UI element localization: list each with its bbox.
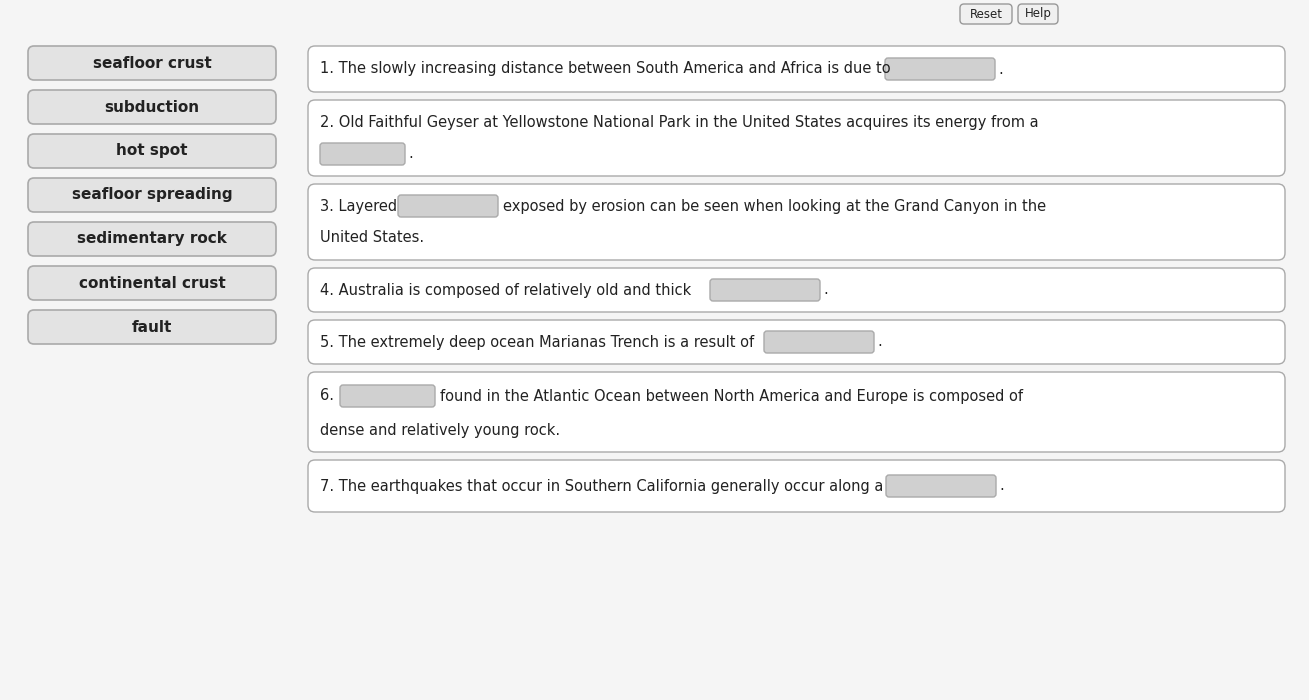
Text: 1. The slowly increasing distance between South America and Africa is due to: 1. The slowly increasing distance betwee… <box>319 62 890 76</box>
Text: exposed by erosion can be seen when looking at the Grand Canyon in the: exposed by erosion can be seen when look… <box>503 199 1046 214</box>
Text: .: . <box>999 479 1004 493</box>
FancyBboxPatch shape <box>27 222 276 256</box>
Text: Help: Help <box>1025 8 1051 20</box>
Text: subduction: subduction <box>105 99 199 115</box>
FancyBboxPatch shape <box>27 178 276 212</box>
FancyBboxPatch shape <box>764 331 874 353</box>
Text: seafloor spreading: seafloor spreading <box>72 188 232 202</box>
Text: sedimentary rock: sedimentary rock <box>77 232 226 246</box>
Text: 3. Layered: 3. Layered <box>319 199 397 214</box>
FancyBboxPatch shape <box>27 266 276 300</box>
Text: 6.: 6. <box>319 389 334 403</box>
Text: found in the Atlantic Ocean between North America and Europe is composed of: found in the Atlantic Ocean between Nort… <box>440 389 1024 403</box>
Text: hot spot: hot spot <box>117 144 187 158</box>
Text: United States.: United States. <box>319 230 424 246</box>
FancyBboxPatch shape <box>319 143 404 165</box>
FancyBboxPatch shape <box>959 4 1012 24</box>
FancyBboxPatch shape <box>27 134 276 168</box>
Text: .: . <box>997 62 1003 76</box>
Text: fault: fault <box>132 319 173 335</box>
Text: continental crust: continental crust <box>79 276 225 290</box>
FancyBboxPatch shape <box>886 475 996 497</box>
Text: 7. The earthquakes that occur in Southern California generally occur along a: 7. The earthquakes that occur in Souther… <box>319 479 884 493</box>
Text: 5. The extremely deep ocean Marianas Trench is a result of: 5. The extremely deep ocean Marianas Tre… <box>319 335 754 349</box>
FancyBboxPatch shape <box>308 460 1285 512</box>
FancyBboxPatch shape <box>27 46 276 80</box>
FancyBboxPatch shape <box>308 320 1285 364</box>
FancyBboxPatch shape <box>340 385 435 407</box>
FancyBboxPatch shape <box>27 310 276 344</box>
Text: dense and relatively young rock.: dense and relatively young rock. <box>319 423 560 438</box>
FancyBboxPatch shape <box>308 372 1285 452</box>
Text: Reset: Reset <box>970 8 1003 20</box>
FancyBboxPatch shape <box>398 195 497 217</box>
Text: 2. Old Faithful Geyser at Yellowstone National Park in the United States acquire: 2. Old Faithful Geyser at Yellowstone Na… <box>319 115 1038 130</box>
FancyBboxPatch shape <box>308 268 1285 312</box>
FancyBboxPatch shape <box>885 58 995 80</box>
Text: .: . <box>877 335 882 349</box>
FancyBboxPatch shape <box>308 100 1285 176</box>
FancyBboxPatch shape <box>1018 4 1058 24</box>
FancyBboxPatch shape <box>27 90 276 124</box>
Text: seafloor crust: seafloor crust <box>93 55 211 71</box>
Text: .: . <box>823 283 827 298</box>
FancyBboxPatch shape <box>308 46 1285 92</box>
Text: .: . <box>408 146 412 162</box>
FancyBboxPatch shape <box>709 279 819 301</box>
Text: 4. Australia is composed of relatively old and thick: 4. Australia is composed of relatively o… <box>319 283 691 298</box>
FancyBboxPatch shape <box>308 184 1285 260</box>
